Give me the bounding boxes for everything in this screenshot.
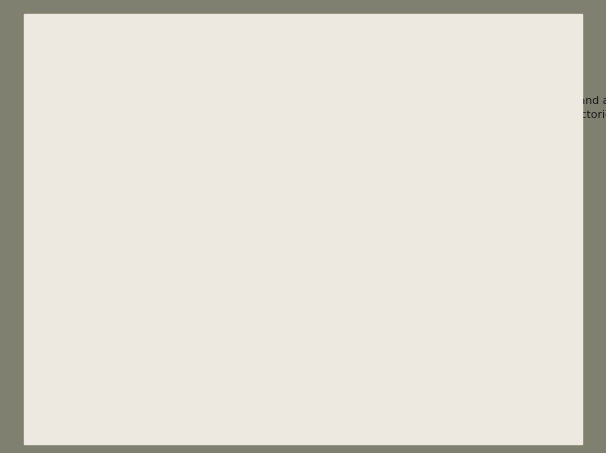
Text: Distribution Center 2: Distribution Center 2 [343,153,457,163]
Text: 300: 300 [512,230,533,241]
Text: 500: 500 [390,256,410,266]
Text: Problem 1: Transportation: Problem 1: Transportation [42,75,227,88]
Text: Distribution Center 1: Distribution Center 1 [195,153,308,163]
Text: each distribution center, and the capacity of each factory. Determine the optima: each distribution center, and the capaci… [42,110,606,120]
Text: CH 6-Part 1: CH 6-Part 1 [42,57,110,70]
Text: 1000: 1000 [509,178,536,189]
Text: $ 35: $ 35 [239,204,264,215]
Text: $ 15: $ 15 [239,178,264,189]
Text: Demand: Demand [50,256,96,266]
Text: $ 17: $ 17 [239,230,264,241]
Text: Factory C: Factory C [50,230,101,241]
Text: 2000: 2000 [238,256,265,266]
Text: to distribution centers.: to distribution centers. [42,123,167,133]
Text: Factory B: Factory B [50,204,101,215]
Text: Factory A: Factory A [50,178,101,189]
Text: $ 10: $ 10 [388,230,412,241]
Text: 1.  Develop a network representation of this problem: 1. Develop a network representation of t… [58,290,348,300]
Text: $ 25: $ 25 [388,178,412,189]
Text: The following table shows the unit shipping cost between factory and distributio: The following table shows the unit shipp… [42,96,606,106]
Text: 2.  Formulate the problem as a linear program, and solve: 2. Formulate the problem as a linear pro… [58,310,370,320]
Text: $ 20: $ 20 [388,204,412,215]
Text: 1500: 1500 [509,204,536,215]
Text: Capacity: Capacity [499,153,547,163]
